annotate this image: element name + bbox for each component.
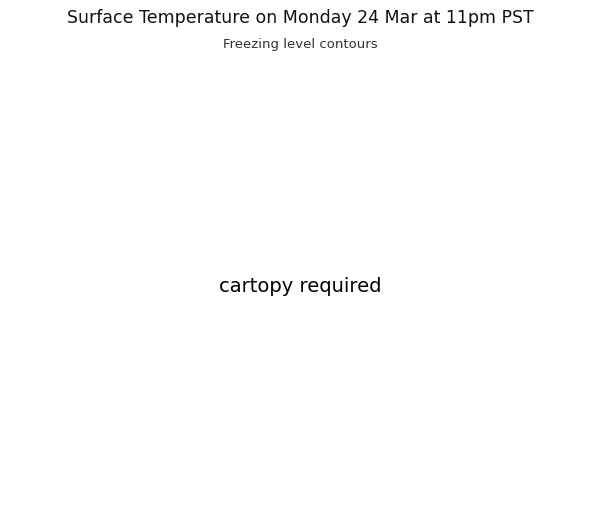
Text: Freezing level contours: Freezing level contours [223,38,378,51]
Text: Surface Temperature on Monday 24 Mar at 11pm PST: Surface Temperature on Monday 24 Mar at … [67,9,534,27]
Text: cartopy required: cartopy required [219,277,382,296]
